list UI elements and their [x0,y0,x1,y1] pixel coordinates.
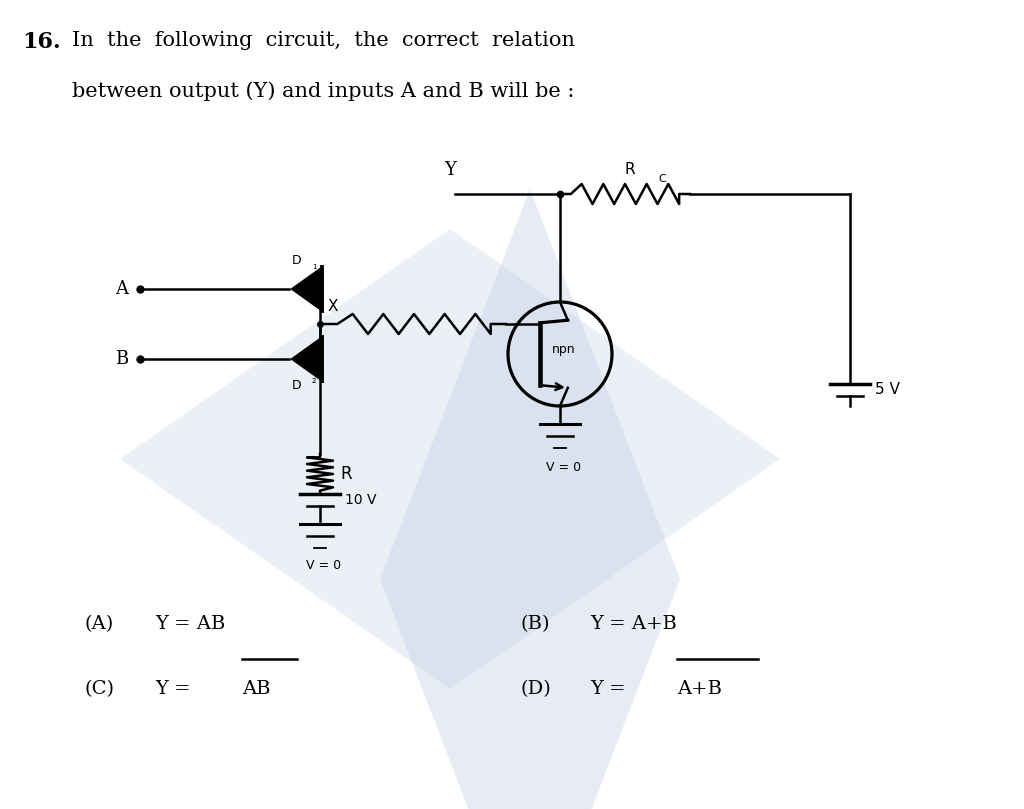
Text: C: C [658,174,666,184]
Text: R: R [340,465,351,483]
Text: B: B [115,350,128,368]
Text: Y: Y [444,161,456,179]
Polygon shape [292,267,323,311]
Text: ₁: ₁ [311,261,316,271]
Text: AB: AB [242,680,270,698]
Text: V = 0: V = 0 [306,559,342,572]
Text: V = 0: V = 0 [547,461,582,474]
Text: D: D [292,379,302,392]
Polygon shape [292,337,323,381]
Text: D: D [292,254,302,267]
Text: Y = A+B: Y = A+B [590,615,677,633]
Text: R: R [625,162,635,177]
Polygon shape [380,189,680,809]
Text: (A): (A) [85,615,115,633]
Text: between output (Y) and inputs A and B will be :: between output (Y) and inputs A and B wi… [72,81,574,100]
Text: 10 V: 10 V [345,493,377,507]
Text: 16.: 16. [22,31,60,53]
Text: A: A [115,280,128,298]
Text: X: X [328,299,339,314]
Polygon shape [120,229,780,689]
Text: 5 V: 5 V [874,383,900,397]
Text: ₂: ₂ [311,375,316,385]
Text: A+B: A+B [677,680,722,698]
Text: (B): (B) [520,615,550,633]
Text: (D): (D) [520,680,551,698]
Text: (C): (C) [85,680,115,698]
Text: In  the  following  circuit,  the  correct  relation: In the following circuit, the correct re… [72,31,574,50]
Text: Y =: Y = [590,680,632,698]
Text: npn: npn [552,342,575,355]
Text: Y =: Y = [155,680,197,698]
Text: Y = AB: Y = AB [155,615,225,633]
